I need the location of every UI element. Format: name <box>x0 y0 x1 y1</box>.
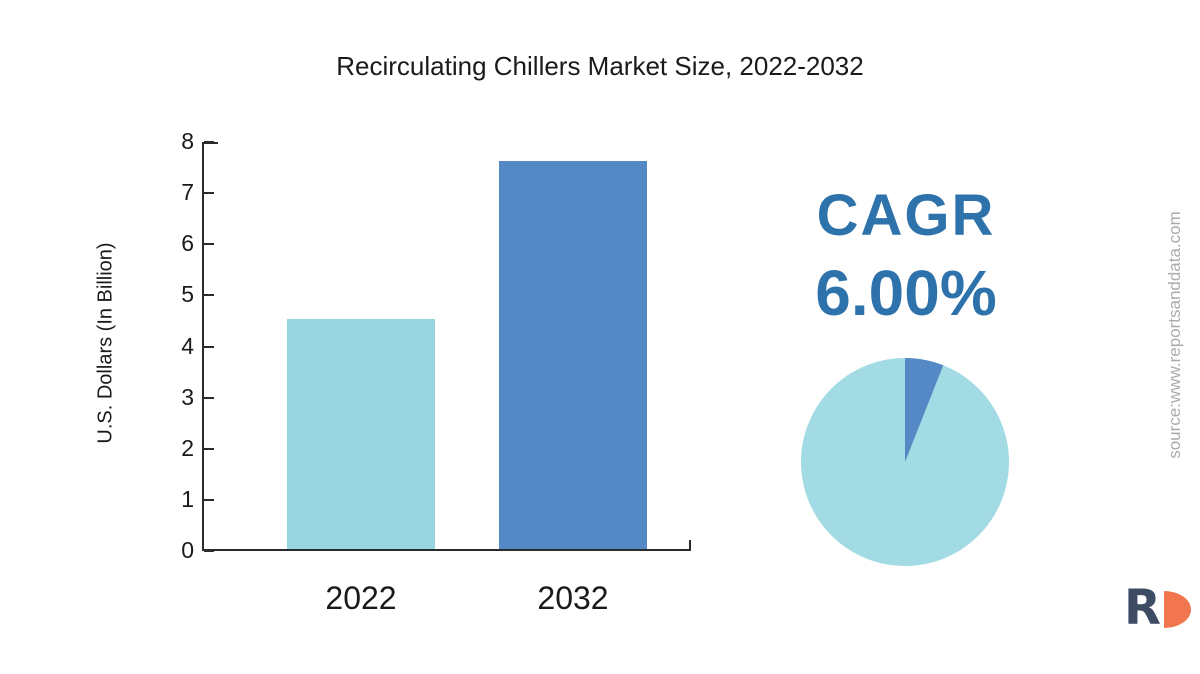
y-tick-label: 1 <box>181 485 194 512</box>
y-tick-label: 2 <box>181 434 194 461</box>
brand-logo: R <box>1124 580 1191 636</box>
bar-plot: 0 1 2 3 4 5 6 7 8 2022 2032 <box>181 128 691 616</box>
y-tick-label: 6 <box>181 230 194 257</box>
x-tick-label: 2022 <box>325 580 397 616</box>
cagr-label: CAGR <box>816 183 996 248</box>
y-axis-tick <box>204 345 214 348</box>
bar-2022 <box>287 318 435 549</box>
y-tick-label: 7 <box>181 179 194 206</box>
y-axis-title: U.S. Dollars (In Billion) <box>94 242 117 444</box>
bar-2032 <box>499 160 647 549</box>
chart-title: Recirculating Chillers Market Size, 2022… <box>336 51 864 81</box>
cagr-pie-chart <box>801 358 1009 566</box>
y-axis-tick <box>204 498 214 501</box>
pie-slice <box>905 358 944 462</box>
y-axis-tick <box>204 447 214 450</box>
y-tick-label: 5 <box>181 281 194 308</box>
y-axis-tick <box>204 243 214 246</box>
cagr-value: 6.00% <box>815 257 997 329</box>
y-axis-tick <box>204 192 214 195</box>
logo-letter: R <box>1124 580 1161 636</box>
y-axis-end-cap <box>204 142 218 144</box>
y-tick-label: 4 <box>181 332 194 359</box>
y-axis-tick <box>204 396 214 399</box>
y-tick-label: 3 <box>181 383 194 410</box>
y-tick-label: 8 <box>181 127 194 154</box>
y-axis-tick <box>204 141 214 143</box>
x-tick-label: 2032 <box>537 580 609 616</box>
y-axis-tick <box>204 550 214 552</box>
source-attribution: source:www.reportsanddata.com <box>1165 211 1184 459</box>
y-axis-tick <box>204 294 214 297</box>
y-tick-label: 0 <box>181 536 194 563</box>
x-axis-end-cap <box>689 540 691 549</box>
logo-d-shape <box>1163 591 1191 628</box>
